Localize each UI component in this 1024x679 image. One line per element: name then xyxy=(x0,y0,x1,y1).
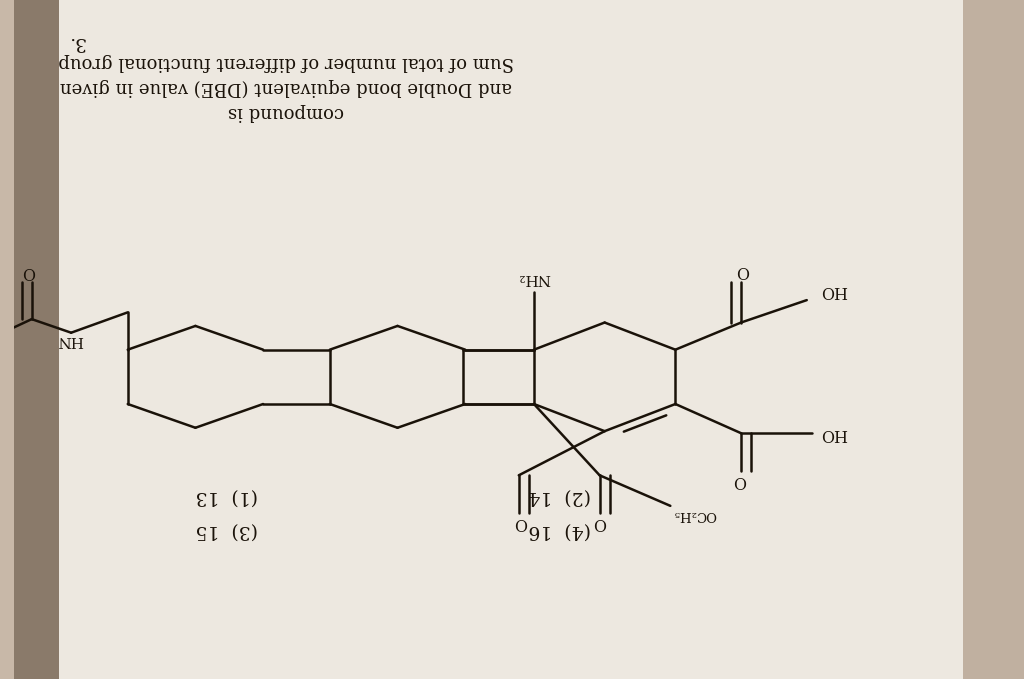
Text: NH₂: NH₂ xyxy=(517,272,550,285)
Text: (4)  16: (4) 16 xyxy=(528,521,592,538)
Text: O: O xyxy=(514,514,526,532)
Text: 3.: 3. xyxy=(67,33,84,51)
Text: O: O xyxy=(593,514,606,532)
Text: O: O xyxy=(736,261,749,279)
Bar xyxy=(59,0,964,679)
Text: Sum of total number of different functional group: Sum of total number of different functio… xyxy=(58,54,514,71)
Bar xyxy=(13,0,65,679)
Text: OC₂H₅: OC₂H₅ xyxy=(673,508,716,521)
Text: (2)  14: (2) 14 xyxy=(528,487,592,504)
Text: HO: HO xyxy=(820,282,847,299)
Text: HO: HO xyxy=(820,424,847,442)
Text: O: O xyxy=(23,263,35,280)
Text: compound is: compound is xyxy=(228,103,344,121)
Text: HN: HN xyxy=(57,333,84,346)
Text: and Double bond equivalent (DBE) value in given: and Double bond equivalent (DBE) value i… xyxy=(60,78,512,96)
Bar xyxy=(964,0,1024,679)
Text: (3)  15: (3) 15 xyxy=(196,521,258,538)
Text: (1)  13: (1) 13 xyxy=(196,487,258,504)
Text: O: O xyxy=(733,472,746,490)
